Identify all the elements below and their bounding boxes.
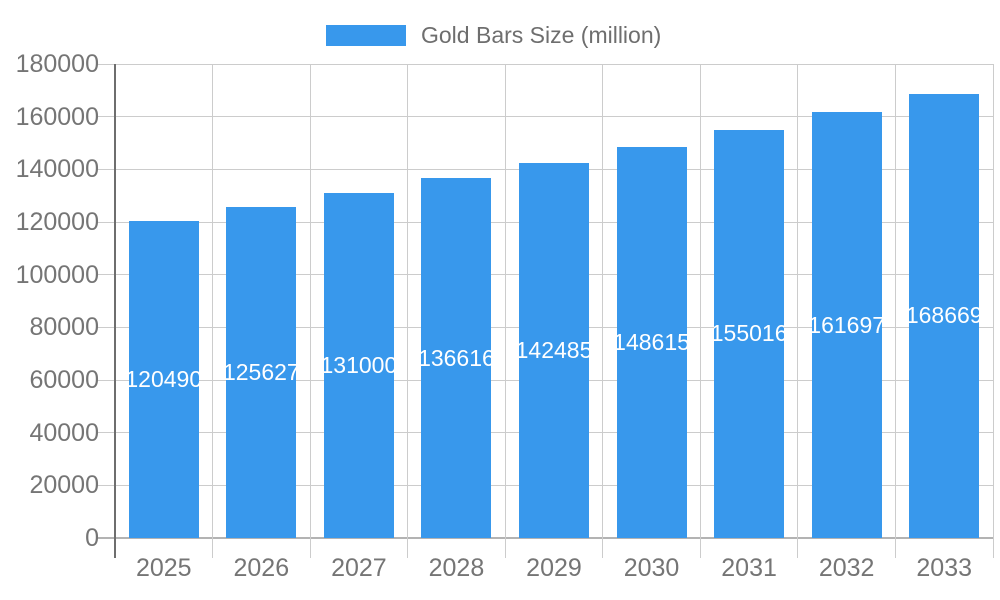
v-gridline [504, 64, 506, 558]
bar-value-label: 168669 [909, 302, 980, 329]
legend-label: Gold Bars Size (million) [421, 22, 662, 48]
y-axis-tick-label: 80000 [29, 313, 99, 342]
y-axis-tick-label: 100000 [15, 260, 99, 289]
v-gridline [894, 64, 896, 558]
y-axis-tick-label: 160000 [15, 102, 99, 131]
x-axis-category-label: 2030 [623, 554, 680, 582]
bar-value-label: 148615 [616, 328, 687, 355]
bar[interactable]: 125627 [226, 207, 297, 538]
bar-value-label: 142485 [519, 336, 589, 363]
legend: Gold Bars Size (million) [326, 22, 661, 49]
h-gridline [97, 63, 993, 65]
bar[interactable]: 161697 [811, 112, 882, 538]
y-axis-tick-label: 140000 [15, 155, 99, 184]
v-gridline [797, 64, 799, 558]
x-axis-category-label: 2029 [526, 554, 582, 582]
legend-swatch-icon [326, 25, 406, 46]
v-gridline [992, 64, 994, 558]
y-axis-tick-label: 180000 [15, 50, 99, 78]
bar[interactable]: 142485 [519, 162, 589, 538]
bar[interactable]: 120490 [128, 220, 199, 538]
bar[interactable]: 168669 [909, 93, 980, 538]
v-gridline [407, 64, 409, 558]
y-axis-tick-label: 20000 [29, 471, 99, 500]
bar[interactable]: 148615 [616, 146, 687, 538]
bar-value-label: 120490 [128, 365, 199, 392]
y-axis-tick-label: 40000 [29, 418, 99, 447]
v-gridline [212, 64, 214, 558]
x-axis-baseline [97, 537, 993, 539]
x-axis-category-label: 2025 [135, 554, 192, 582]
x-axis-category-label: 2028 [428, 554, 485, 582]
bar[interactable]: 136616 [421, 178, 492, 538]
v-gridline [602, 64, 604, 558]
x-axis-category-label: 2027 [331, 554, 387, 582]
x-axis-category-label: 2032 [818, 554, 875, 582]
x-axis-category-label: 2033 [916, 554, 973, 582]
y-axis-tick-label: 60000 [29, 366, 99, 394]
bar-value-label: 161697 [811, 311, 882, 338]
bar[interactable]: 131000 [323, 193, 394, 538]
x-axis-category-label: 2026 [233, 554, 290, 582]
h-gridline [97, 116, 993, 118]
plot-area: 120490 125627 131000 136616 142485 148615 1550… [97, 63, 994, 558]
v-gridline [699, 64, 701, 558]
bar-value-label: 136616 [421, 344, 492, 371]
y-axis-line [114, 64, 116, 558]
bar[interactable]: 155016 [714, 129, 785, 538]
v-gridline [309, 64, 311, 558]
x-axis-category-label: 2031 [721, 554, 777, 582]
bar-value-label: 125627 [226, 359, 297, 386]
y-axis-tick-label: 120000 [15, 208, 99, 236]
bar-value-label: 131000 [323, 352, 394, 378]
bar-value-label: 155016 [714, 320, 785, 347]
y-axis-tick-label: 0 [85, 524, 99, 552]
